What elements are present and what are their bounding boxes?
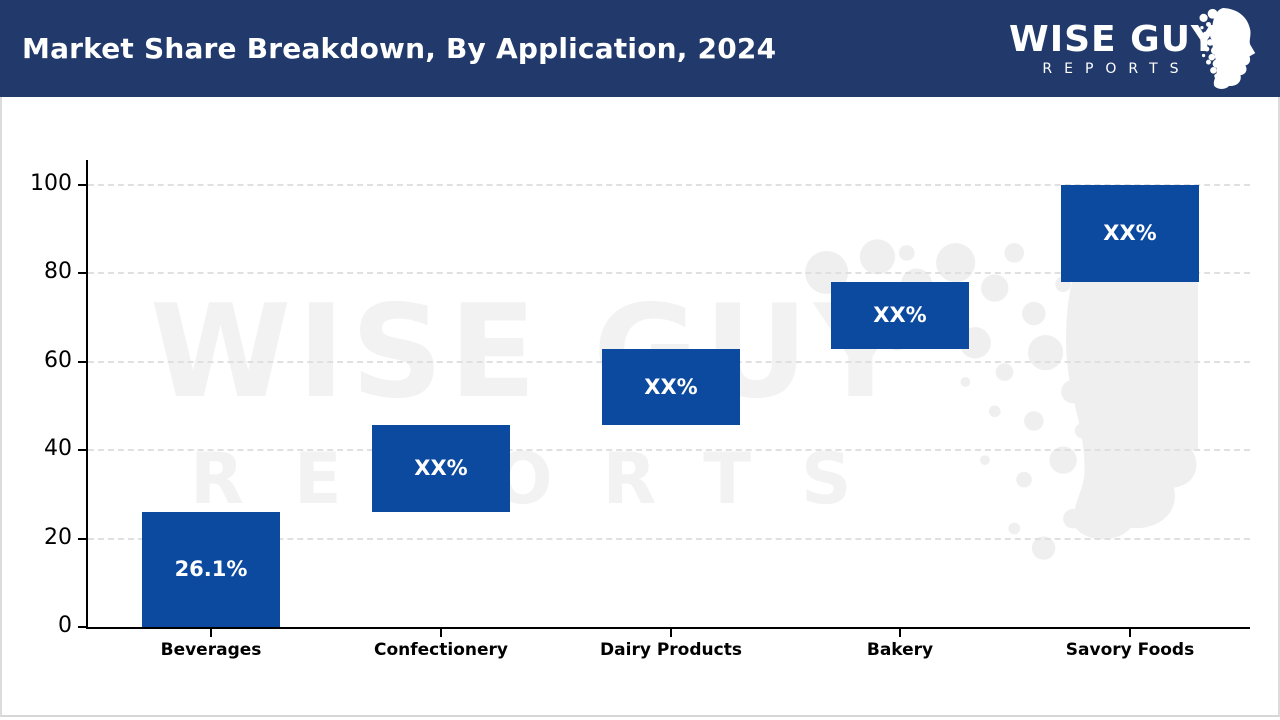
watermark-subtitle: REPORTS bbox=[190, 438, 902, 520]
y-axis-line bbox=[86, 160, 88, 629]
bar-value-label: XX% bbox=[1103, 221, 1157, 246]
gridline bbox=[88, 537, 1250, 540]
bar-value-label: XX% bbox=[644, 374, 698, 399]
y-tick-mark bbox=[78, 537, 87, 540]
x-tick-mark bbox=[899, 629, 901, 637]
bar-value-label: 26.1% bbox=[174, 557, 248, 582]
logo-subtitle: REPORTS bbox=[1042, 61, 1191, 77]
logo-wordmark: WISE GUY bbox=[1008, 19, 1218, 60]
y-tick-mark bbox=[78, 184, 87, 186]
bar-value-label: XX% bbox=[873, 303, 927, 328]
y-tick-label: 40 bbox=[44, 436, 72, 462]
y-tick-mark bbox=[78, 272, 87, 275]
x-axis-category-label: Bakery bbox=[866, 640, 934, 660]
y-tick-label: 80 bbox=[44, 259, 72, 285]
y-tick-label: 60 bbox=[44, 347, 72, 373]
page-title: Market Share Breakdown, By Application, … bbox=[22, 32, 777, 65]
bar: XX% bbox=[372, 425, 510, 512]
x-tick-mark bbox=[1129, 629, 1131, 637]
gridline bbox=[88, 184, 1250, 186]
x-tick-mark bbox=[440, 629, 442, 637]
x-axis-category-label: Beverages bbox=[160, 640, 262, 660]
y-tick-mark bbox=[78, 626, 87, 628]
bar: 26.1% bbox=[142, 511, 280, 627]
header-bar: Market Share Breakdown, By Application, … bbox=[0, 0, 1280, 97]
y-tick-label: 20 bbox=[44, 524, 72, 550]
y-tick-mark bbox=[78, 449, 87, 452]
bar: XX% bbox=[1061, 185, 1199, 282]
logo-text: WISE GUY REPORTS bbox=[1008, 19, 1218, 78]
x-tick-mark bbox=[670, 629, 672, 637]
y-tick-label: 0 bbox=[58, 613, 72, 638]
gridline bbox=[88, 272, 1250, 275]
x-axis-category-label: Dairy Products bbox=[600, 640, 742, 660]
x-axis-category-label: Confectionery bbox=[374, 640, 508, 660]
y-tick-mark bbox=[78, 360, 87, 363]
bar-value-label: XX% bbox=[414, 456, 468, 481]
gridline bbox=[88, 449, 1250, 452]
watermark-wordmark: WISE GUY bbox=[150, 278, 913, 427]
x-axis-line bbox=[86, 627, 1250, 629]
wise-guy-logo: WISE GUY REPORTS bbox=[1006, 6, 1266, 92]
bar: XX% bbox=[831, 281, 969, 349]
y-tick-label: 100 bbox=[30, 171, 72, 196]
dotted-face-icon bbox=[1188, 8, 1270, 94]
bar: XX% bbox=[602, 348, 740, 425]
x-tick-mark bbox=[210, 629, 212, 637]
x-axis-category-label: Savory Foods bbox=[1065, 640, 1195, 660]
